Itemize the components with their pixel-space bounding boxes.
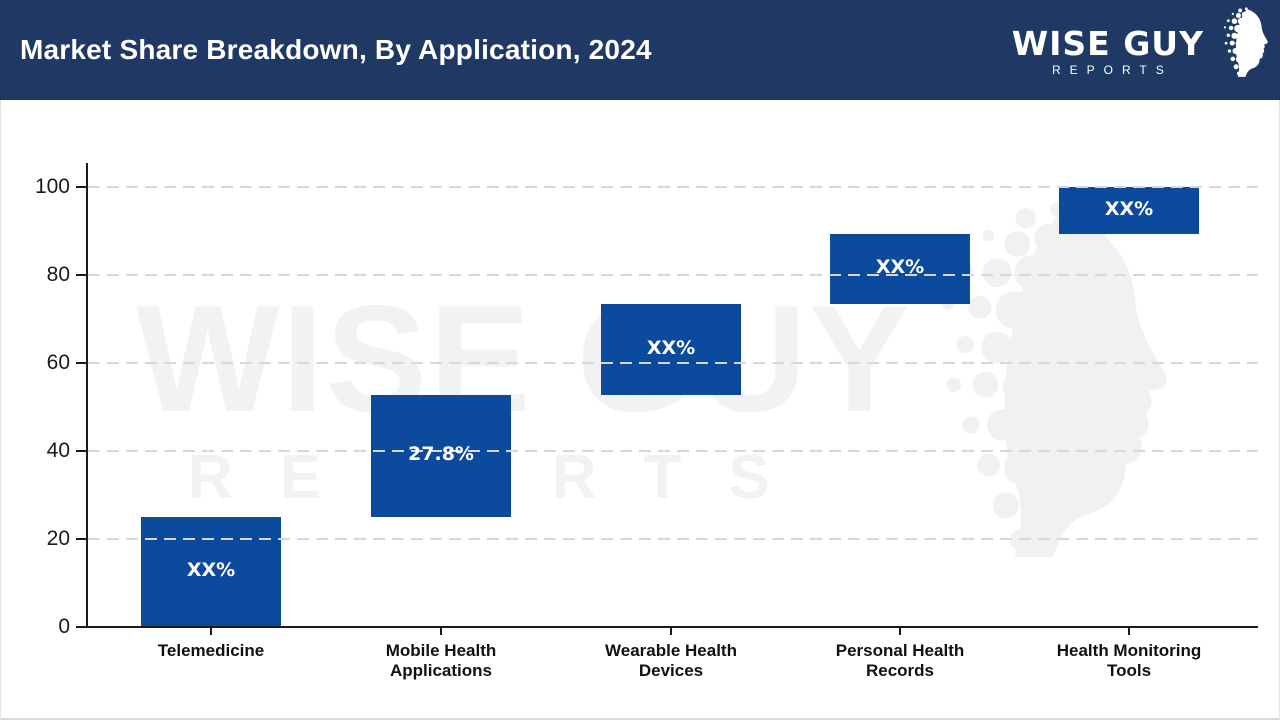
y-tick-80 xyxy=(76,274,86,276)
gridline-100 xyxy=(88,186,1258,188)
gridline-40 xyxy=(88,450,1258,452)
x-tick-mobile-health-applications xyxy=(440,627,442,635)
category-label-mobile-health-applications: Mobile Health Applications xyxy=(385,641,497,681)
category-label-telemedicine: Telemedicine xyxy=(157,641,265,660)
logo-wordmark: WISE GUY xyxy=(1011,23,1204,63)
wise-guy-reports-logo: WISE GUY REPORTS xyxy=(1012,4,1272,98)
y-tick-40 xyxy=(76,450,86,452)
y-tick-100 xyxy=(76,186,86,188)
bar-health-monitoring-tools xyxy=(1059,187,1199,235)
y-tick-label-80: 80 xyxy=(46,263,70,286)
y-tick-label-20: 20 xyxy=(46,527,70,550)
x-tick-telemedicine xyxy=(210,627,212,635)
y-tick-label-40: 40 xyxy=(46,439,70,462)
bar-label-mobile-health-applications: 27.8% xyxy=(408,442,474,465)
y-tick-0 xyxy=(76,626,86,628)
y-tick-60 xyxy=(76,362,86,364)
gridline-80 xyxy=(88,274,1258,276)
bar-label-health-monitoring-tools: XX% xyxy=(1104,197,1154,220)
category-label-personal-health-records: Personal Health Records xyxy=(835,641,965,681)
bar-label-personal-health-records: XX% xyxy=(875,256,925,279)
watermark-wordmark: WISE GUY xyxy=(136,274,913,444)
bar-label-telemedicine: XX% xyxy=(186,559,236,581)
gridline-20 xyxy=(88,538,1258,540)
bar-label-wearable-health-devices: XX% xyxy=(646,336,696,359)
bar-telemedicine xyxy=(141,517,281,627)
category-label-health-monitoring-tools: Health Monitoring Tools xyxy=(1056,641,1202,681)
y-axis-line xyxy=(86,163,88,628)
category-label-wearable-health-devices: Wearable Health Devices xyxy=(605,641,737,681)
x-tick-health-monitoring-tools xyxy=(1128,627,1130,635)
y-tick-20 xyxy=(76,538,86,540)
chart-title: Market Share Breakdown, By Application, … xyxy=(20,34,652,65)
bar-personal-health-records xyxy=(830,234,970,305)
bar-wearable-health-devices xyxy=(601,304,741,395)
bar-mobile-health-applications xyxy=(371,394,511,517)
x-tick-wearable-health-devices xyxy=(670,627,672,635)
logo-subtitle: REPORTS xyxy=(1051,62,1173,77)
logo-text: WISE GUY REPORTS xyxy=(1012,27,1204,76)
logo-face-icon xyxy=(1206,6,1272,96)
x-tick-personal-health-records xyxy=(899,627,901,635)
y-tick-label-60: 60 xyxy=(46,351,70,374)
header-bar: Market Share Breakdown, By Application, … xyxy=(0,0,1280,100)
gridline-60 xyxy=(88,362,1258,364)
y-tick-label-0: 0 xyxy=(58,615,70,638)
y-tick-label-100: 100 xyxy=(34,175,70,198)
